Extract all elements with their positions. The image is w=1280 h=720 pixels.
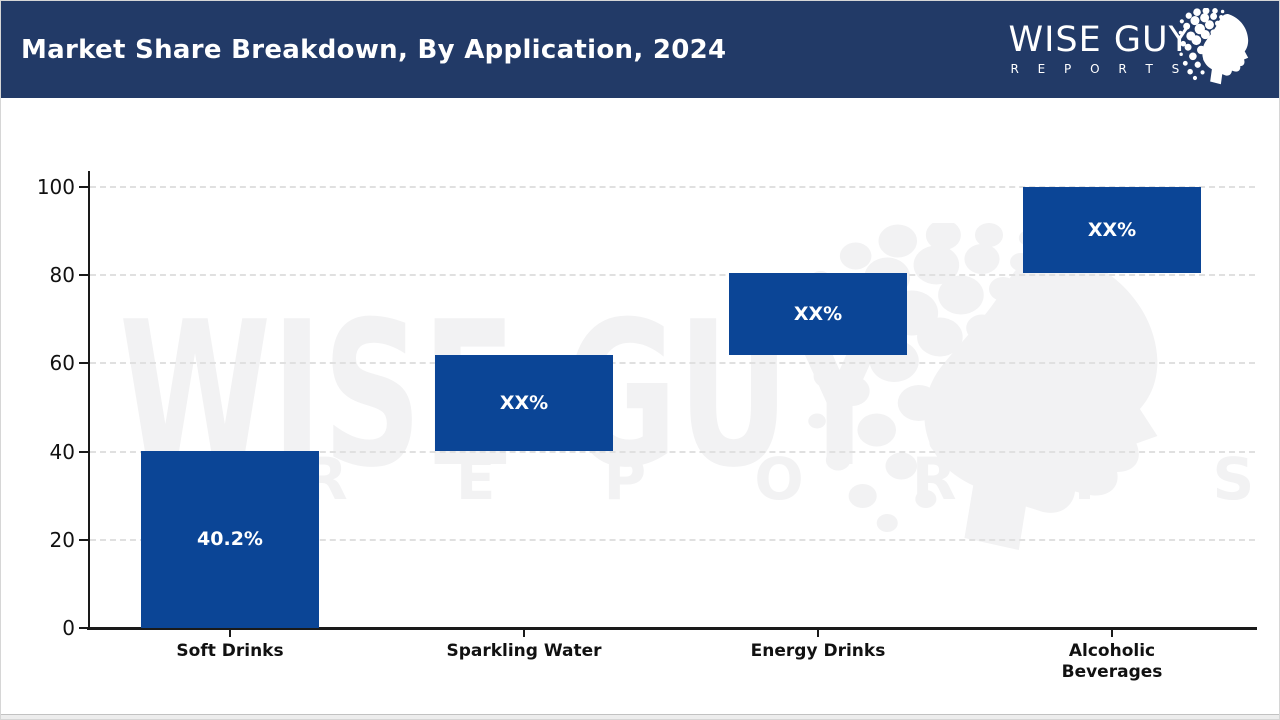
bottom-border (1, 714, 1279, 719)
gridline-20 (90, 538, 1255, 541)
bar-soft-drinks (141, 450, 319, 628)
page-title: Market Share Breakdown, By Application, … (21, 34, 727, 65)
bar-value-label: XX% (499, 391, 549, 414)
y-axis-tick-label: 40 (49, 439, 75, 464)
x-tick-mark (1111, 630, 1113, 637)
x-tick-mark (817, 630, 819, 637)
x-axis-line (87, 627, 1257, 630)
bar-alcoholic-beverages (1023, 187, 1201, 273)
x-tick-mark (523, 630, 525, 637)
y-axis-tick-label: 80 (49, 263, 75, 288)
y-tick-mark (79, 274, 88, 277)
x-tick-mark (229, 630, 231, 637)
header-bar: Market Share Breakdown, By Application, … (1, 1, 1279, 98)
y-tick-mark (79, 627, 88, 629)
x-axis-category-label: Alcoholic Beverages (1061, 641, 1163, 682)
bar-energy-drinks (729, 272, 907, 355)
y-axis-tick-label: 0 (62, 616, 75, 640)
head-profile-icon (1178, 7, 1249, 84)
y-axis-tick-label: 20 (49, 527, 75, 552)
x-axis-category-label: Sparkling Water (446, 641, 602, 661)
y-tick-mark (79, 538, 88, 541)
wise-guy-reports-logo: WISE GUY R E P O R T S (1008, 7, 1253, 92)
gridline-100 (90, 186, 1255, 188)
gridline-80 (90, 274, 1255, 277)
logo-text: WISE GUY R E P O R T S (1008, 20, 1191, 77)
y-tick-mark (79, 186, 88, 188)
bar-value-label: XX% (1087, 218, 1137, 241)
y-tick-mark (79, 362, 88, 365)
gridline-60 (90, 362, 1255, 365)
x-axis-category-label: Soft Drinks (176, 641, 284, 661)
bar-value-label: 40.2% (197, 528, 263, 551)
y-axis-tick-label: 60 (49, 351, 75, 376)
y-axis-tick-label: 100 (36, 175, 75, 199)
x-axis-category-label: Energy Drinks (750, 641, 886, 661)
y-tick-mark (79, 450, 88, 453)
bar-sparkling-water (435, 354, 613, 451)
gridline-40 (90, 450, 1255, 453)
y-axis-line (88, 171, 90, 629)
logo-brand-name: WISE GUY (1008, 20, 1191, 60)
bar-value-label: XX% (793, 302, 843, 325)
logo-subtitle: R E P O R T S (1010, 62, 1187, 76)
